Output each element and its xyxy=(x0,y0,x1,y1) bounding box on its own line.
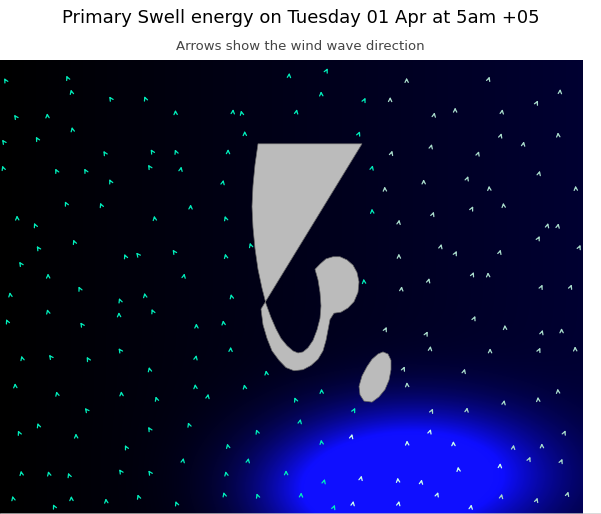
Bar xyxy=(583,60,601,514)
Text: Primary Swell energy on Tuesday 01 Apr at 5am +05: Primary Swell energy on Tuesday 01 Apr a… xyxy=(62,9,539,27)
Text: Arrows show the wind wave direction: Arrows show the wind wave direction xyxy=(176,41,425,53)
Polygon shape xyxy=(252,144,362,371)
Polygon shape xyxy=(359,352,391,402)
